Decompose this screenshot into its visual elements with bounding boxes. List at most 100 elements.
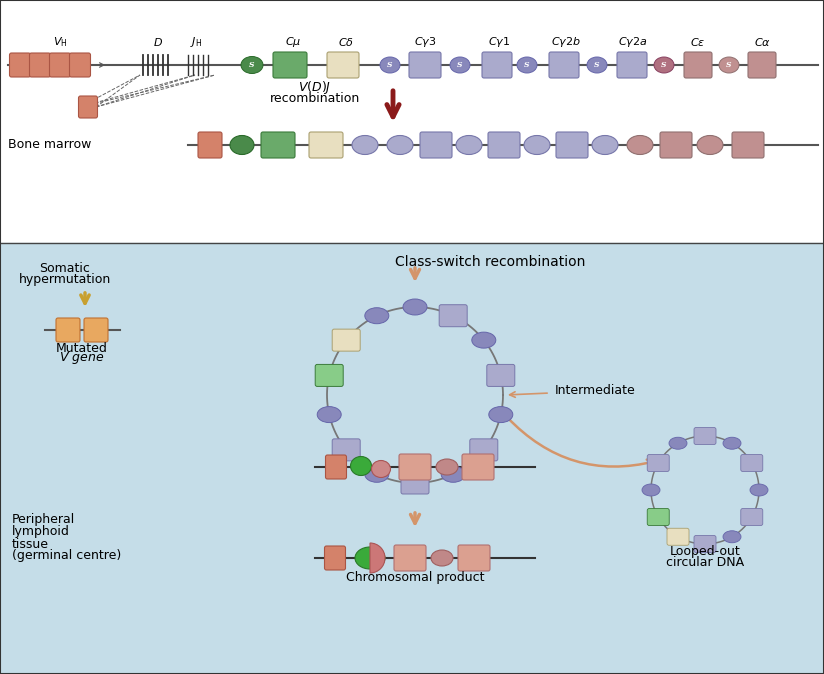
Ellipse shape [456, 135, 482, 154]
FancyBboxPatch shape [556, 132, 588, 158]
Bar [0, 0, 824, 243]
Ellipse shape [587, 57, 607, 73]
Ellipse shape [372, 460, 391, 477]
Ellipse shape [669, 437, 687, 450]
Ellipse shape [642, 484, 660, 496]
FancyBboxPatch shape [198, 132, 222, 158]
FancyBboxPatch shape [78, 96, 97, 118]
FancyBboxPatch shape [409, 52, 441, 78]
Ellipse shape [431, 550, 453, 566]
FancyBboxPatch shape [741, 508, 763, 526]
FancyBboxPatch shape [439, 305, 467, 327]
FancyBboxPatch shape [394, 545, 426, 571]
Text: (germinal centre): (germinal centre) [12, 549, 121, 563]
Ellipse shape [365, 308, 389, 324]
Text: $V(D)J$: $V(D)J$ [298, 80, 331, 96]
FancyBboxPatch shape [458, 545, 490, 571]
Text: Somatic: Somatic [40, 262, 91, 274]
FancyBboxPatch shape [30, 53, 50, 77]
Ellipse shape [472, 332, 496, 348]
FancyBboxPatch shape [49, 53, 71, 77]
FancyBboxPatch shape [401, 472, 429, 494]
FancyBboxPatch shape [667, 528, 689, 545]
Ellipse shape [450, 57, 470, 73]
Text: $D$: $D$ [153, 36, 163, 48]
Text: Class-switch recombination: Class-switch recombination [395, 255, 585, 269]
Bar [0, 243, 824, 674]
Text: S: S [726, 61, 732, 69]
Ellipse shape [230, 135, 254, 154]
Ellipse shape [365, 466, 389, 483]
Ellipse shape [719, 57, 739, 73]
Ellipse shape [627, 135, 653, 154]
Ellipse shape [517, 57, 537, 73]
FancyBboxPatch shape [732, 132, 764, 158]
FancyBboxPatch shape [261, 132, 295, 158]
FancyBboxPatch shape [462, 454, 494, 480]
FancyBboxPatch shape [69, 53, 91, 77]
FancyBboxPatch shape [327, 52, 359, 78]
Ellipse shape [317, 406, 341, 423]
Text: recombination: recombination [270, 92, 360, 106]
FancyBboxPatch shape [10, 53, 30, 77]
Text: S: S [249, 61, 255, 69]
Text: Bone marrow: Bone marrow [8, 138, 91, 152]
Text: Mutated: Mutated [56, 342, 108, 355]
Text: Intermediate: Intermediate [555, 384, 636, 396]
Ellipse shape [352, 135, 378, 154]
Ellipse shape [241, 57, 263, 73]
Text: $C\gamma3$: $C\gamma3$ [414, 35, 436, 49]
Ellipse shape [355, 547, 385, 569]
Text: $C\gamma2b$: $C\gamma2b$ [551, 35, 581, 49]
FancyBboxPatch shape [748, 52, 776, 78]
FancyBboxPatch shape [694, 536, 716, 553]
Ellipse shape [441, 466, 466, 483]
Ellipse shape [654, 57, 674, 73]
FancyBboxPatch shape [660, 132, 692, 158]
Ellipse shape [350, 456, 372, 475]
Ellipse shape [524, 135, 550, 154]
Ellipse shape [489, 406, 513, 423]
Text: Peripheral: Peripheral [12, 514, 75, 526]
Text: S: S [594, 61, 600, 69]
Ellipse shape [697, 135, 723, 154]
FancyBboxPatch shape [694, 427, 716, 444]
FancyBboxPatch shape [549, 52, 579, 78]
Text: tissue: tissue [12, 537, 49, 551]
FancyBboxPatch shape [488, 132, 520, 158]
Ellipse shape [592, 135, 618, 154]
Text: S: S [524, 61, 530, 69]
Text: $C\gamma2a$: $C\gamma2a$ [618, 35, 648, 49]
FancyBboxPatch shape [84, 318, 108, 342]
FancyBboxPatch shape [309, 132, 343, 158]
FancyBboxPatch shape [482, 52, 512, 78]
FancyBboxPatch shape [684, 52, 712, 78]
Text: $J_\mathrm{H}$: $J_\mathrm{H}$ [190, 35, 202, 49]
Text: Chromosomal product: Chromosomal product [346, 572, 485, 584]
Text: lymphoid: lymphoid [12, 526, 70, 539]
Text: $C\alpha$: $C\alpha$ [753, 36, 770, 48]
Text: S: S [387, 61, 393, 69]
Text: $C\mu$: $C\mu$ [285, 35, 302, 49]
FancyBboxPatch shape [741, 454, 763, 472]
FancyBboxPatch shape [617, 52, 647, 78]
Ellipse shape [750, 484, 768, 496]
Text: $C\delta$: $C\delta$ [338, 36, 354, 48]
FancyBboxPatch shape [325, 546, 345, 570]
FancyBboxPatch shape [647, 508, 669, 526]
FancyBboxPatch shape [470, 439, 498, 461]
Ellipse shape [723, 437, 741, 450]
FancyBboxPatch shape [332, 439, 360, 461]
Text: S: S [457, 61, 463, 69]
FancyBboxPatch shape [420, 132, 452, 158]
Ellipse shape [436, 459, 458, 475]
Ellipse shape [380, 57, 400, 73]
FancyBboxPatch shape [647, 454, 669, 472]
Text: circular DNA: circular DNA [666, 555, 744, 568]
FancyBboxPatch shape [332, 329, 360, 351]
FancyBboxPatch shape [325, 455, 347, 479]
FancyBboxPatch shape [487, 365, 515, 386]
Wedge shape [370, 543, 385, 573]
Text: $V_\mathrm{H}$: $V_\mathrm{H}$ [53, 35, 68, 49]
Text: $C\varepsilon$: $C\varepsilon$ [691, 36, 705, 48]
